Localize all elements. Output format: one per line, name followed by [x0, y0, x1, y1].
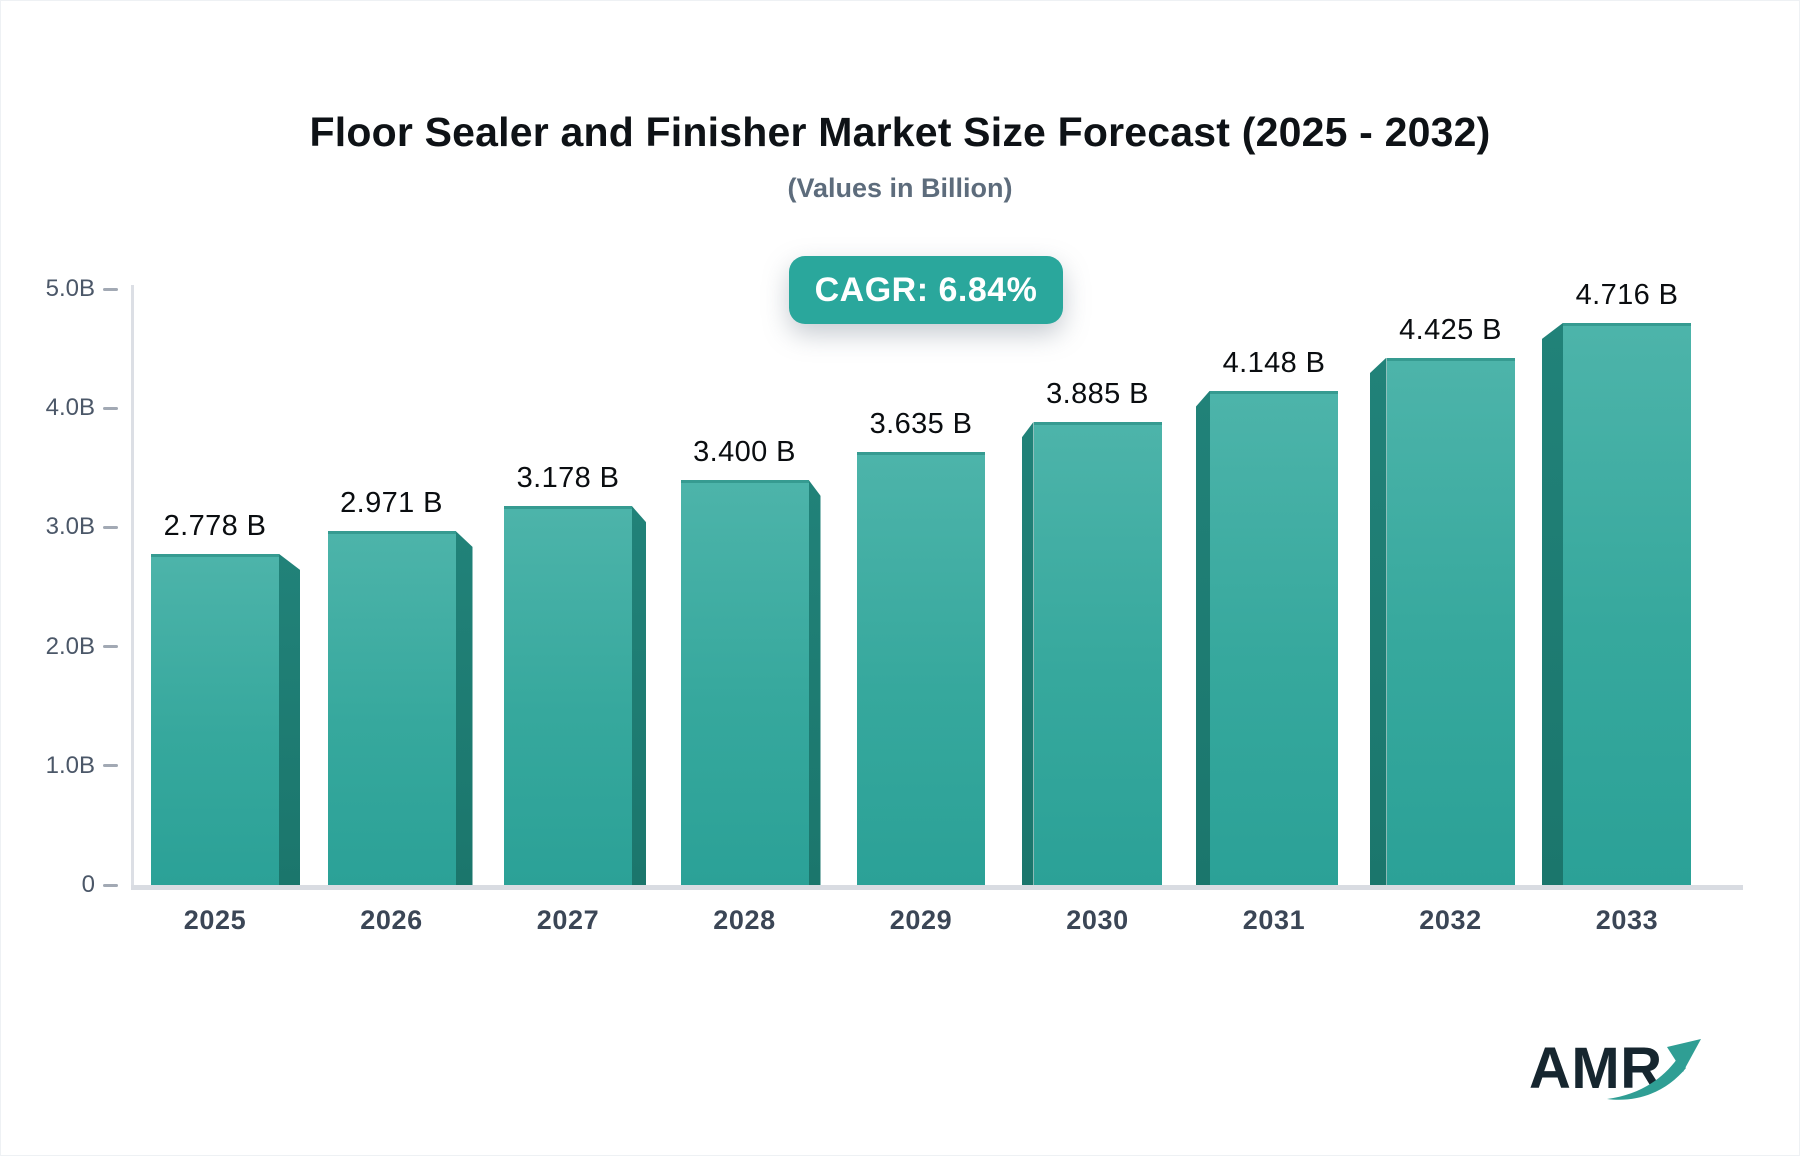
x-axis-label-2026: 2026: [360, 905, 423, 935]
y-axis-tick-label: 5.0B: [45, 275, 95, 302]
y-axis-tick: [103, 883, 118, 887]
bar-value-label-2029: 3.635 B: [869, 407, 973, 440]
y-axis-tick-label: 3.0B: [45, 513, 95, 541]
x-axis-label-2030: 2030: [1066, 905, 1129, 935]
chart-title: Floor Sealer and Finisher Market Size Fo…: [309, 109, 1491, 155]
bar-side-2030: [1021, 421, 1034, 885]
x-axis-label-2032: 2032: [1419, 905, 1482, 935]
bar-side-2032: [1369, 357, 1387, 885]
amr-logo: AMR: [1529, 1035, 1719, 1115]
chart-subtitle: (Values in Billion): [787, 173, 1013, 203]
y-axis-tick-label: 0: [81, 871, 95, 898]
bar-value-label-2028: 3.400 B: [693, 435, 796, 468]
x-axis-label-2033: 2033: [1595, 905, 1659, 935]
bar-2026: [327, 530, 456, 885]
y-axis-line: [131, 285, 134, 890]
bar-side-2026: [455, 530, 473, 885]
bar-2029: [857, 451, 985, 885]
x-axis-label-2031: 2031: [1242, 905, 1306, 935]
bar-value-label-2025: 2.778 B: [163, 509, 267, 542]
y-axis-tick-label: 4.0B: [45, 394, 95, 422]
x-axis-baseline: [131, 885, 1743, 890]
y-axis-tick-label: 1.0B: [45, 751, 95, 779]
bar-2031: [1210, 390, 1338, 885]
y-axis-tick: [103, 764, 118, 768]
logo-growth-arrow-icon: [1607, 1039, 1701, 1100]
bar-2030: [1033, 421, 1162, 885]
bar-value-label-2026: 2.971 B: [340, 486, 443, 519]
bar-value-label-2032: 4.425 B: [1399, 313, 1502, 346]
y-axis-tick: [103, 287, 118, 291]
y-axis-tick: [103, 406, 118, 410]
y-axis-tick: [103, 525, 118, 529]
bar-value-label-2030: 3.885 B: [1046, 377, 1149, 410]
bar-2033: [1563, 322, 1691, 885]
bar-value-label-2033: 4.716 B: [1575, 278, 1679, 311]
bar-side-2025: [279, 553, 300, 885]
x-axis-label-2029: 2029: [889, 905, 953, 935]
y-axis-tick: [103, 645, 118, 649]
x-axis-label-2028: 2028: [713, 905, 776, 935]
cagr-badge: CAGR: 6.84%: [789, 256, 1063, 324]
y-axis-tick-label: 2.0B: [45, 632, 95, 660]
bar-value-label-2031: 4.148 B: [1222, 346, 1326, 379]
bar-2027: [504, 506, 632, 885]
x-axis-label-2027: 2027: [536, 905, 600, 935]
bar-side-2031: [1196, 390, 1210, 885]
bar-side-2028: [808, 479, 821, 885]
x-axis-label-2025: 2025: [183, 905, 247, 935]
bar-side-2027: [632, 506, 646, 885]
bar-2025: [151, 553, 279, 885]
bar-value-label-2027: 3.178 B: [516, 462, 620, 495]
bar-2028: [680, 479, 809, 885]
bar-2032: [1386, 357, 1515, 885]
bar-side-2033: [1542, 322, 1563, 885]
